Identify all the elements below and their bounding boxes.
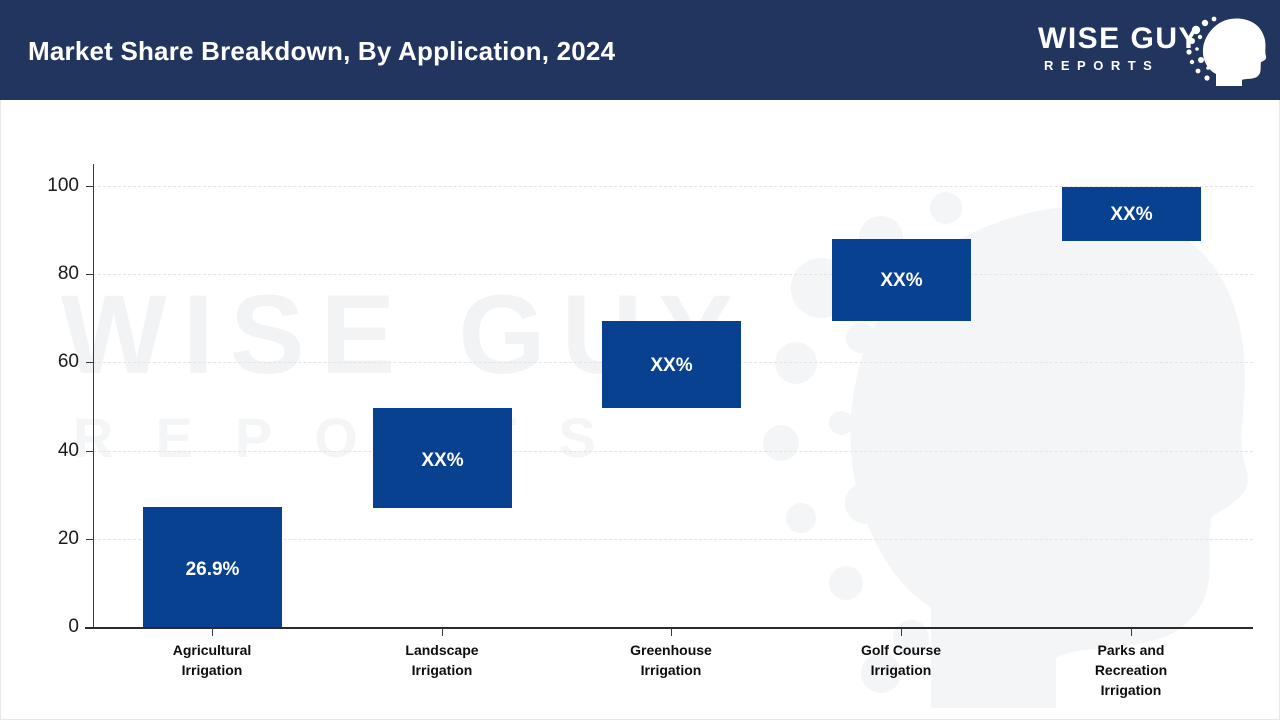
gridline-20 [93, 539, 1253, 540]
brand-logo: WISE GUY REPORTS [1022, 14, 1272, 86]
x-category-label-golf-course-irrigation: Golf Course Irrigation [801, 640, 1001, 680]
bar-parks-and-recreation-irrigation[interactable]: XX% [1062, 187, 1201, 241]
bar-value-label: 26.9% [185, 559, 240, 580]
x-axis-line [85, 627, 1253, 629]
bar-value-label: XX% [880, 270, 923, 291]
y-tick-20 [86, 539, 93, 540]
bar-value-label: XX% [650, 355, 693, 376]
head-profile-dots-icon [1186, 16, 1267, 86]
x-category-label-parks-and-recreation-irrigation: Parks and Recreation Irrigation [1031, 640, 1231, 700]
category-line-2: Irrigation [870, 662, 932, 678]
y-tick-100 [86, 186, 93, 187]
x-tick-4 [1131, 628, 1132, 636]
page-title: Market Share Breakdown, By Application, … [28, 36, 616, 66]
logo-secondary-text: REPORTS [1044, 58, 1160, 73]
x-tick-1 [442, 628, 443, 636]
x-tick-0 [212, 628, 213, 636]
watermark-head-icon [763, 192, 1248, 708]
category-line-3: Irrigation [1100, 682, 1162, 698]
bar-value-label: XX% [1110, 204, 1153, 225]
category-line-1: Landscape [405, 642, 479, 658]
plot-area: 100 80 60 40 20 0 26.9% XX% XX% XX% XX% [1, 100, 1280, 720]
chart-container: WISE GUY REPORTS [0, 100, 1280, 720]
category-line-2: Irrigation [181, 662, 243, 678]
bar-golf-course-irrigation[interactable]: XX% [832, 239, 971, 321]
y-tick-label-60: 60 [57, 351, 79, 372]
bar-value-label: XX% [421, 450, 464, 471]
y-tick-label-40: 40 [57, 440, 79, 461]
category-line-2: Irrigation [411, 662, 473, 678]
x-category-label-agricultural-irrigation: Agricultural Irrigation [112, 640, 312, 680]
category-line-2: Irrigation [640, 662, 702, 678]
y-axis-line [93, 164, 94, 628]
y-tick-60 [86, 362, 93, 363]
y-tick-40 [86, 451, 93, 452]
x-tick-3 [901, 628, 902, 636]
category-line-1: Golf Course [860, 642, 942, 658]
y-tick-label-80: 80 [57, 263, 79, 284]
category-line-1: Agricultural [172, 642, 252, 658]
category-line-1: Parks and [1097, 642, 1165, 658]
bar-agricultural-irrigation[interactable]: 26.9% [143, 507, 282, 628]
x-category-label-landscape-irrigation: Landscape Irrigation [342, 640, 542, 680]
gridline-100 [93, 186, 1253, 187]
y-tick-label-100: 100 [47, 175, 79, 196]
gridline-80 [93, 274, 1253, 275]
x-tick-2 [671, 628, 672, 636]
bar-landscape-irrigation[interactable]: XX% [373, 408, 512, 508]
y-tick-label-20: 20 [57, 528, 79, 549]
category-line-2: Recreation [1094, 662, 1168, 678]
y-tick-80 [86, 274, 93, 275]
category-line-1: Greenhouse [630, 642, 712, 658]
logo-primary-text: WISE GUY [1038, 22, 1201, 55]
page-header: Market Share Breakdown, By Application, … [0, 0, 1280, 100]
x-category-label-greenhouse-irrigation: Greenhouse Irrigation [571, 640, 771, 680]
bar-greenhouse-irrigation[interactable]: XX% [602, 321, 741, 408]
y-tick-label-0: 0 [68, 616, 79, 637]
gridline-40 [93, 451, 1253, 452]
